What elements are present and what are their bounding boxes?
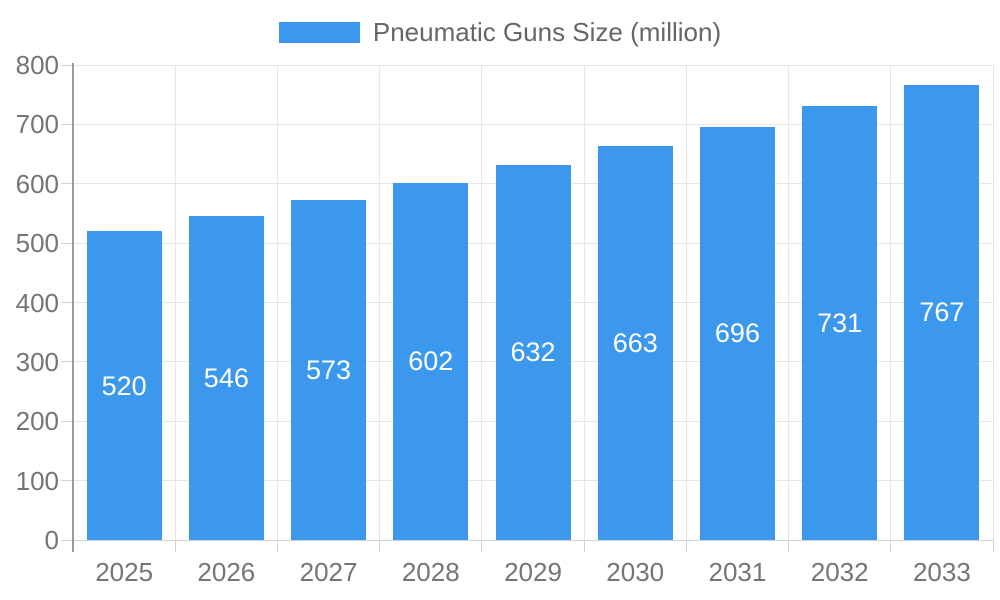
y-gridline [73, 64, 993, 66]
y-tick [61, 480, 73, 482]
x-gridline [481, 65, 483, 540]
x-gridline [276, 65, 278, 540]
y-axis-label: 0 [44, 525, 59, 555]
bar-2030[interactable] [597, 146, 673, 540]
x-axis-label: 2029 [504, 557, 562, 587]
x-tick [890, 540, 892, 552]
bar-2031[interactable] [699, 126, 775, 540]
y-gridline [73, 123, 993, 125]
x-tick [788, 540, 790, 552]
x-tick [685, 540, 687, 552]
x-axis-label: 2026 [197, 557, 256, 587]
bar-2026[interactable] [188, 215, 264, 540]
legend-swatch [278, 21, 360, 43]
bar-value-label: 546 [203, 362, 249, 393]
x-tick [992, 540, 994, 552]
x-axis-label: 2031 [708, 557, 767, 587]
x-axis-label: 2027 [299, 557, 358, 587]
x-axis-label: 2033 [912, 557, 971, 587]
x-axis-label: 2028 [401, 557, 460, 587]
bar-value-label: 520 [101, 370, 147, 401]
y-axis-label: 500 [15, 228, 59, 259]
y-tick [61, 183, 73, 185]
x-gridline [685, 65, 687, 540]
y-tick [61, 123, 73, 125]
y-axis-line [72, 63, 74, 552]
x-tick [481, 540, 483, 552]
y-axis-label: 300 [15, 346, 59, 377]
bar-value-label: 696 [714, 318, 760, 349]
bar-value-label: 632 [510, 337, 556, 368]
x-axis-label: 2025 [95, 557, 154, 587]
y-tick [61, 302, 73, 303]
y-axis-label: 800 [15, 50, 59, 80]
x-gridline [174, 65, 176, 540]
x-axis-label: 2032 [810, 557, 869, 587]
y-tick [61, 420, 73, 422]
x-tick [276, 540, 278, 552]
x-tick [583, 540, 585, 552]
x-tick [379, 540, 381, 552]
y-tick [61, 242, 73, 244]
y-axis-label: 600 [15, 168, 59, 199]
y-tick [61, 64, 73, 66]
y-tick [61, 361, 73, 363]
bar-2025[interactable] [86, 231, 162, 540]
x-gridline [992, 65, 994, 540]
bar-value-label: 731 [817, 307, 863, 338]
x-gridline [379, 65, 381, 540]
legend[interactable]: Pneumatic Guns Size (million) [0, 17, 1000, 47]
x-axis-label: 2030 [606, 557, 665, 587]
y-axis-label: 700 [15, 109, 59, 140]
bar-2028[interactable] [393, 182, 469, 540]
y-gridline [73, 539, 993, 541]
bar-2032[interactable] [802, 105, 878, 540]
x-gridline [890, 65, 892, 540]
x-tick [174, 540, 176, 552]
bar-value-label: 767 [919, 297, 965, 328]
bar-value-label: 602 [408, 346, 454, 377]
x-gridline [788, 65, 790, 540]
bar-value-label: 573 [306, 354, 352, 385]
legend-label: Pneumatic Guns Size (million) [372, 17, 722, 47]
y-axis-label: 400 [15, 287, 59, 318]
bar-2029[interactable] [495, 164, 571, 540]
y-axis-label: 100 [15, 465, 59, 496]
x-gridline [583, 65, 585, 540]
bar-value-label: 663 [612, 328, 658, 359]
y-axis-label: 200 [15, 406, 59, 437]
bar-2033[interactable] [904, 84, 980, 540]
bar-2027[interactable] [291, 199, 367, 540]
y-tick [61, 539, 73, 541]
